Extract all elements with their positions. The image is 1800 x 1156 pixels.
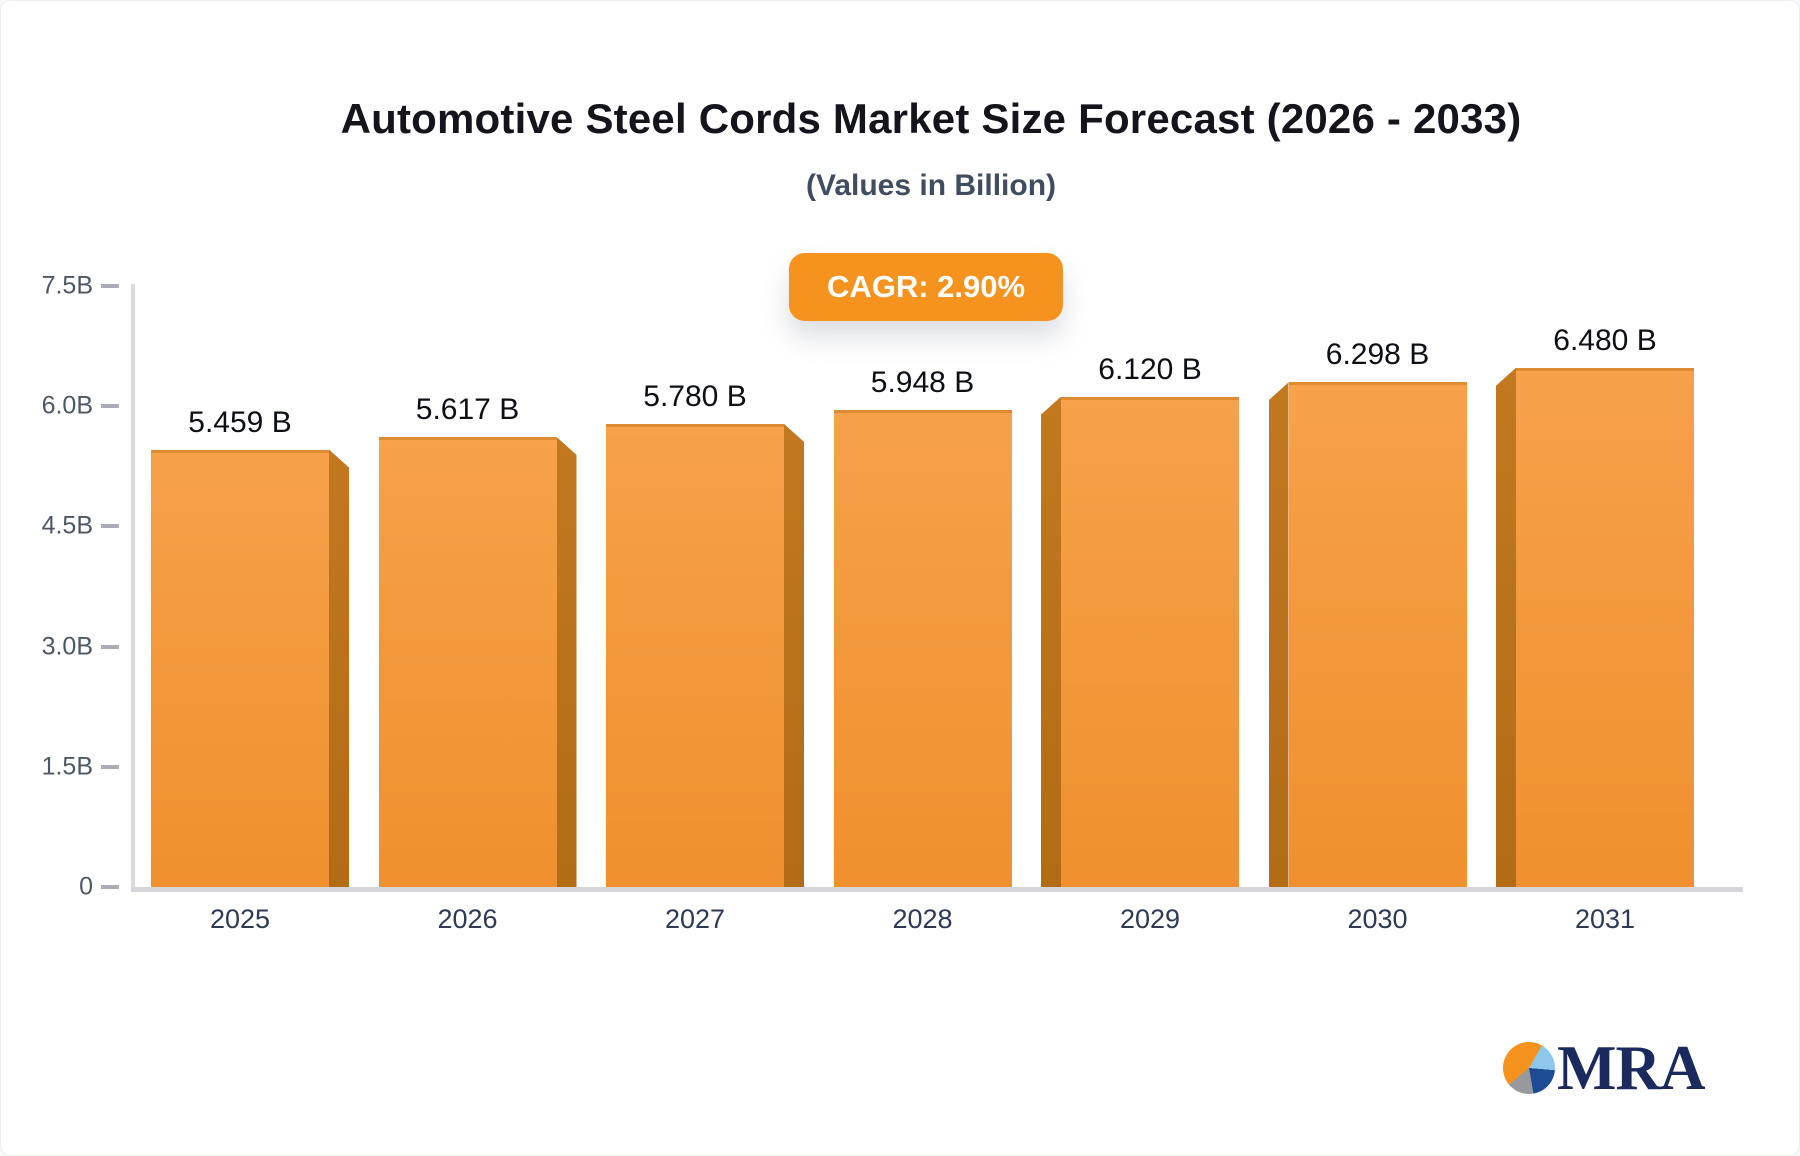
bar-2026 (378, 436, 557, 887)
bar-value-label: 6.120 B (1098, 352, 1202, 386)
y-tick-dash (101, 764, 119, 769)
x-tick-label: 2026 (437, 904, 498, 934)
x-tick-label: 2028 (892, 904, 953, 934)
x-tick-label: 2030 (1347, 904, 1408, 934)
x-tick-label: 2025 (209, 904, 271, 934)
x-tick-label: 2031 (1574, 904, 1636, 934)
chart-subtitle: (Values in Billion) (805, 169, 1057, 202)
y-tick-dash (101, 524, 119, 529)
x-tick-label: 2027 (664, 904, 726, 934)
bar-side-face (1268, 382, 1289, 887)
y-tick-label: 3.0B (41, 632, 93, 661)
bar-2027 (606, 423, 784, 887)
y-tick-label: 7.5B (41, 271, 93, 300)
bar-value-label: 6.480 B (1553, 323, 1657, 357)
bar-side-face (1496, 367, 1516, 887)
bar-side-face (784, 423, 804, 887)
y-tick-label: 1.5B (41, 752, 93, 781)
bar-side-face (329, 449, 349, 887)
bar-value-label: 6.298 B (1325, 338, 1430, 372)
bar-2028 (833, 410, 1012, 887)
chart-title: Automotive Steel Cords Market Size Forec… (340, 95, 1522, 142)
bar-value-label: 5.617 B (415, 392, 520, 426)
x-axis-line (131, 887, 1743, 892)
x-tick-label: 2029 (1119, 904, 1181, 934)
bar-side-face (1041, 396, 1061, 887)
bar-value-label: 5.948 B (870, 366, 975, 400)
cagr-badge: CAGR: 2.90% (788, 253, 1064, 321)
bar-2031 (1516, 367, 1694, 887)
y-tick-label: 4.5B (41, 511, 93, 540)
brand-logo-text: MRA (1557, 1033, 1705, 1103)
y-tick-dash (101, 644, 119, 649)
bar-2030 (1288, 382, 1467, 887)
y-tick-dash (101, 404, 119, 409)
bar-2025 (151, 449, 329, 887)
bar-value-label: 5.459 B (188, 405, 292, 439)
bar-2029 (1061, 396, 1239, 887)
y-tick-label: 0 (79, 872, 93, 901)
bar-value-label: 5.780 B (643, 379, 747, 413)
y-tick-dash (101, 885, 119, 889)
brand-logo: MRA (1503, 1033, 1705, 1103)
y-axis-line (131, 284, 135, 892)
bar-side-face (556, 436, 577, 887)
y-tick-label: 6.0B (41, 391, 93, 420)
y-tick-dash (101, 284, 119, 288)
pie-chart-icon (1503, 1042, 1555, 1094)
